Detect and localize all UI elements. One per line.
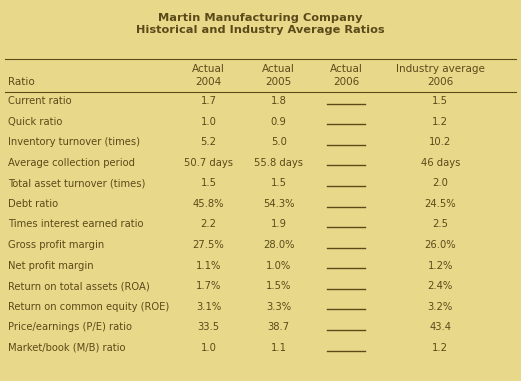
Text: 1.1: 1.1	[271, 343, 287, 353]
Text: 1.7%: 1.7%	[196, 281, 221, 291]
Text: 1.2: 1.2	[432, 343, 448, 353]
Text: 1.8: 1.8	[271, 96, 287, 106]
Text: 38.7: 38.7	[268, 322, 290, 332]
Text: Price/earnings (P/E) ratio: Price/earnings (P/E) ratio	[8, 322, 132, 332]
Text: Actual: Actual	[330, 64, 363, 74]
Text: 1.0%: 1.0%	[266, 261, 291, 271]
Text: 46 days: 46 days	[420, 158, 460, 168]
Text: Debt ratio: Debt ratio	[8, 199, 58, 209]
Text: 3.2%: 3.2%	[428, 302, 453, 312]
Text: 2005: 2005	[266, 77, 292, 86]
Text: 0.9: 0.9	[271, 117, 287, 126]
Text: 2004: 2004	[195, 77, 221, 86]
Text: Average collection period: Average collection period	[8, 158, 135, 168]
Text: 1.0: 1.0	[201, 343, 216, 353]
Text: 3.1%: 3.1%	[196, 302, 221, 312]
Text: Ratio: Ratio	[8, 77, 34, 86]
Text: 1.1%: 1.1%	[196, 261, 221, 271]
Text: 2.0: 2.0	[432, 178, 448, 188]
Text: 55.8 days: 55.8 days	[254, 158, 303, 168]
Text: Industry average: Industry average	[396, 64, 485, 74]
Text: Current ratio: Current ratio	[8, 96, 71, 106]
Text: 2.2: 2.2	[201, 219, 216, 229]
Text: Total asset turnover (times): Total asset turnover (times)	[8, 178, 145, 188]
Text: Return on total assets (ROA): Return on total assets (ROA)	[8, 281, 150, 291]
Text: 1.5: 1.5	[271, 178, 287, 188]
Text: 27.5%: 27.5%	[193, 240, 224, 250]
Text: 1.7: 1.7	[201, 96, 216, 106]
Text: 43.4: 43.4	[429, 322, 451, 332]
Text: 45.8%: 45.8%	[193, 199, 224, 209]
Text: 1.0: 1.0	[201, 117, 216, 126]
Text: 24.5%: 24.5%	[425, 199, 456, 209]
Text: Actual: Actual	[192, 64, 225, 74]
Text: Return on common equity (ROE): Return on common equity (ROE)	[8, 302, 169, 312]
Text: Quick ratio: Quick ratio	[8, 117, 62, 126]
Text: 2.5: 2.5	[432, 219, 448, 229]
Text: 2006: 2006	[333, 77, 359, 86]
Text: Inventory turnover (times): Inventory turnover (times)	[8, 137, 140, 147]
Text: 26.0%: 26.0%	[425, 240, 456, 250]
Text: 10.2: 10.2	[429, 137, 451, 147]
Text: 5.0: 5.0	[271, 137, 287, 147]
Text: 3.3%: 3.3%	[266, 302, 291, 312]
Text: 1.5: 1.5	[201, 178, 216, 188]
Text: 1.2%: 1.2%	[428, 261, 453, 271]
Text: 33.5: 33.5	[197, 322, 219, 332]
Text: 1.5: 1.5	[432, 96, 448, 106]
Text: 5.2: 5.2	[201, 137, 216, 147]
Text: 1.9: 1.9	[271, 219, 287, 229]
Text: 54.3%: 54.3%	[263, 199, 294, 209]
Text: 50.7 days: 50.7 days	[184, 158, 233, 168]
Text: Net profit margin: Net profit margin	[8, 261, 93, 271]
Text: Martin Manufacturing Company: Martin Manufacturing Company	[158, 13, 363, 23]
Text: 2006: 2006	[427, 77, 453, 86]
Text: Market/book (M/B) ratio: Market/book (M/B) ratio	[8, 343, 126, 353]
Text: 2.4%: 2.4%	[428, 281, 453, 291]
Text: Times interest earned ratio: Times interest earned ratio	[8, 219, 143, 229]
Text: Gross profit margin: Gross profit margin	[8, 240, 104, 250]
Text: 1.2: 1.2	[432, 117, 448, 126]
Text: Historical and Industry Average Ratios: Historical and Industry Average Ratios	[136, 25, 385, 35]
Text: Actual: Actual	[262, 64, 295, 74]
Text: 28.0%: 28.0%	[263, 240, 294, 250]
Text: 1.5%: 1.5%	[266, 281, 291, 291]
